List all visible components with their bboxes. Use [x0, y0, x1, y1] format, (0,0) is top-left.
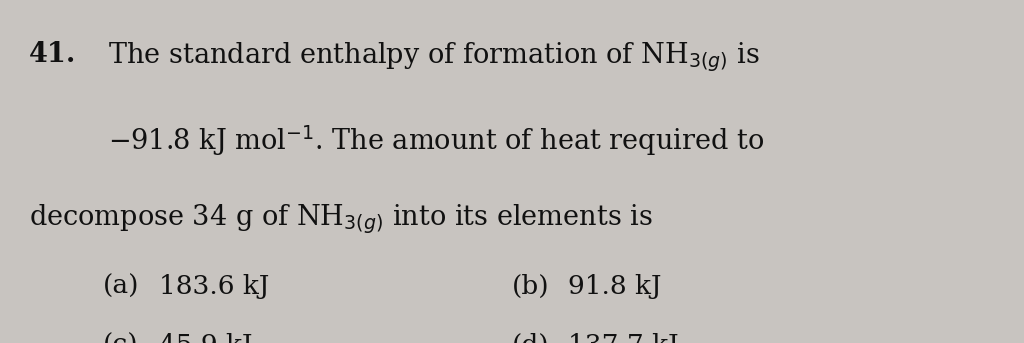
Text: (d): (d) [512, 333, 550, 343]
Text: 183.6 kJ: 183.6 kJ [159, 274, 269, 299]
Text: $-$91.8 kJ mol$^{-1}$. The amount of heat required to: $-$91.8 kJ mol$^{-1}$. The amount of hea… [108, 123, 764, 158]
Text: 45.9 kJ: 45.9 kJ [159, 333, 252, 343]
Text: The standard enthalpy of formation of NH$_{3(g)}$ is: The standard enthalpy of formation of NH… [108, 41, 759, 74]
Text: (b): (b) [512, 274, 550, 299]
Text: 91.8 kJ: 91.8 kJ [568, 274, 662, 299]
Text: (a): (a) [102, 274, 139, 299]
Text: (c): (c) [102, 333, 138, 343]
Text: 41.: 41. [29, 41, 76, 68]
Text: decompose 34 g of NH$_{3(g)}$ into its elements is: decompose 34 g of NH$_{3(g)}$ into its e… [29, 202, 652, 236]
Text: 137.7 kJ: 137.7 kJ [568, 333, 679, 343]
